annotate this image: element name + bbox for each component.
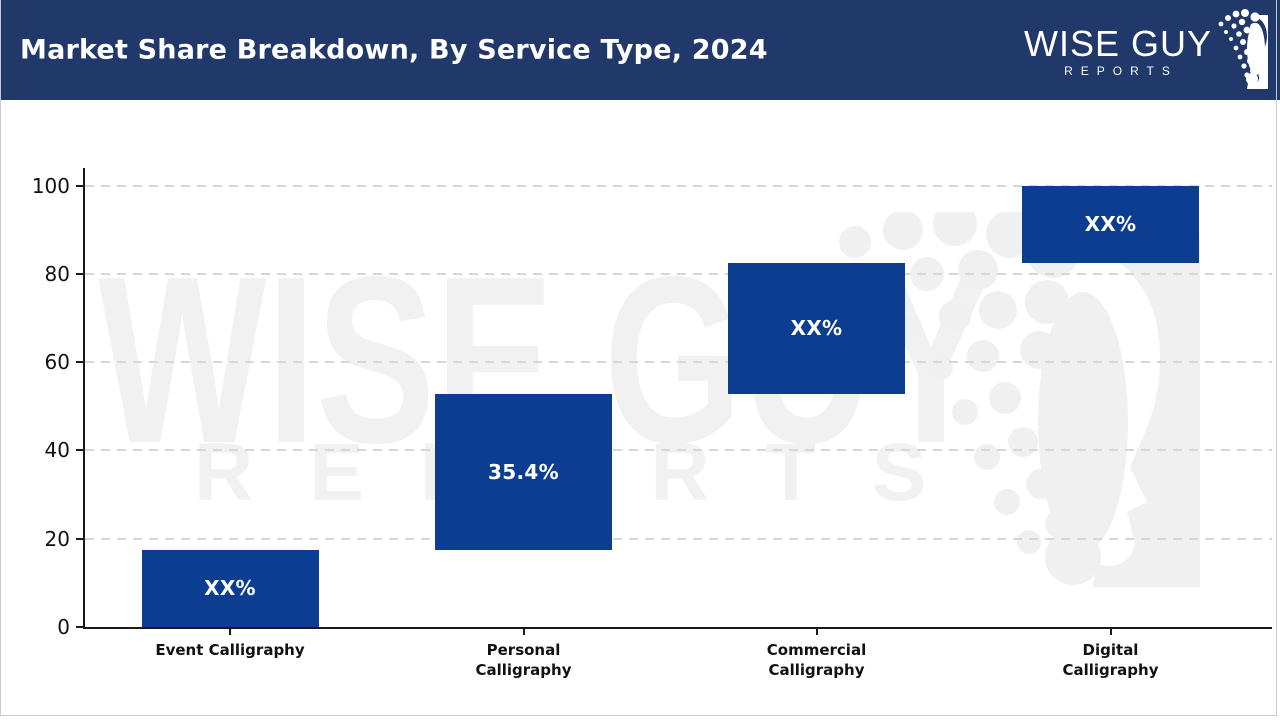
x-tick-label-digital-calligraphy: Digital Calligraphy	[1001, 640, 1221, 680]
bar-value-label-digital-calligraphy: XX%	[1084, 212, 1137, 237]
x-tick-digital-calligraphy	[1109, 629, 1112, 635]
x-tick-label-event-calligraphy: Event Calligraphy	[120, 640, 340, 660]
brand-logo-text: WISE GUY REPORTS	[1023, 23, 1212, 79]
x-tick-label-line: Calligraphy	[768, 661, 865, 679]
gridline-80	[85, 272, 1272, 275]
y-axis-line	[83, 168, 85, 629]
bar-value-label-personal-calligraphy: 35.4%	[488, 459, 559, 484]
x-tick-event-calligraphy	[229, 629, 231, 635]
bar-personal-calligraphy: 35.4%	[435, 393, 612, 550]
y-tick-100	[76, 184, 83, 187]
brand-name: WISE GUY	[1023, 23, 1212, 64]
x-tick-label-line: Commercial	[766, 641, 867, 659]
gridline-100	[85, 184, 1272, 187]
x-tick-personal-calligraphy	[522, 629, 525, 635]
wise-guy-face-icon	[1214, 9, 1268, 93]
x-tick-label-line: Calligraphy	[1062, 661, 1159, 679]
x-tick-label-commercial-calligraphy: Commercial Calligraphy	[707, 640, 927, 680]
y-tick-60	[76, 361, 83, 364]
y-tick-80	[76, 272, 83, 275]
brand-subname: REPORTS	[1064, 64, 1178, 78]
page-title: Market Share Breakdown, By Service Type,…	[20, 34, 768, 66]
gridline-60	[85, 361, 1272, 364]
x-tick-label-line: Personal	[486, 641, 561, 659]
gridline-20	[85, 537, 1272, 540]
bar-commercial-calligraphy: XX%	[728, 262, 905, 394]
x-axis-line	[83, 627, 1272, 629]
brand-logo: WISE GUY REPORTS	[1024, 9, 1268, 93]
x-tick-label-line: Digital	[1082, 641, 1139, 659]
gridline-40	[85, 449, 1272, 452]
y-tick-40	[76, 449, 83, 452]
header-bar: Market Share Breakdown, By Service Type,…	[0, 0, 1280, 100]
bar-event-calligraphy: XX%	[141, 549, 319, 627]
bar-digital-calligraphy: XX%	[1022, 185, 1199, 263]
y-tick-label-80: 80	[44, 261, 70, 286]
bar-value-label-event-calligraphy: XX%	[204, 576, 256, 601]
watermark-face-icon	[815, 202, 1200, 591]
y-tick-label-100: 100	[31, 173, 70, 198]
y-tick-20	[76, 537, 83, 540]
y-tick-label-0: 0	[57, 615, 70, 639]
x-tick-label-line: Calligraphy	[475, 661, 572, 679]
x-tick-label-line: Event Calligraphy	[155, 641, 305, 659]
y-tick-label-20: 20	[44, 526, 70, 551]
y-tick-label-40: 40	[44, 438, 70, 463]
x-tick-label-personal-calligraphy: Personal Calligraphy	[414, 640, 634, 680]
x-tick-commercial-calligraphy	[815, 629, 818, 635]
bar-value-label-commercial-calligraphy: XX%	[790, 316, 843, 341]
y-tick-0	[76, 626, 83, 628]
y-tick-label-60: 60	[44, 350, 70, 375]
